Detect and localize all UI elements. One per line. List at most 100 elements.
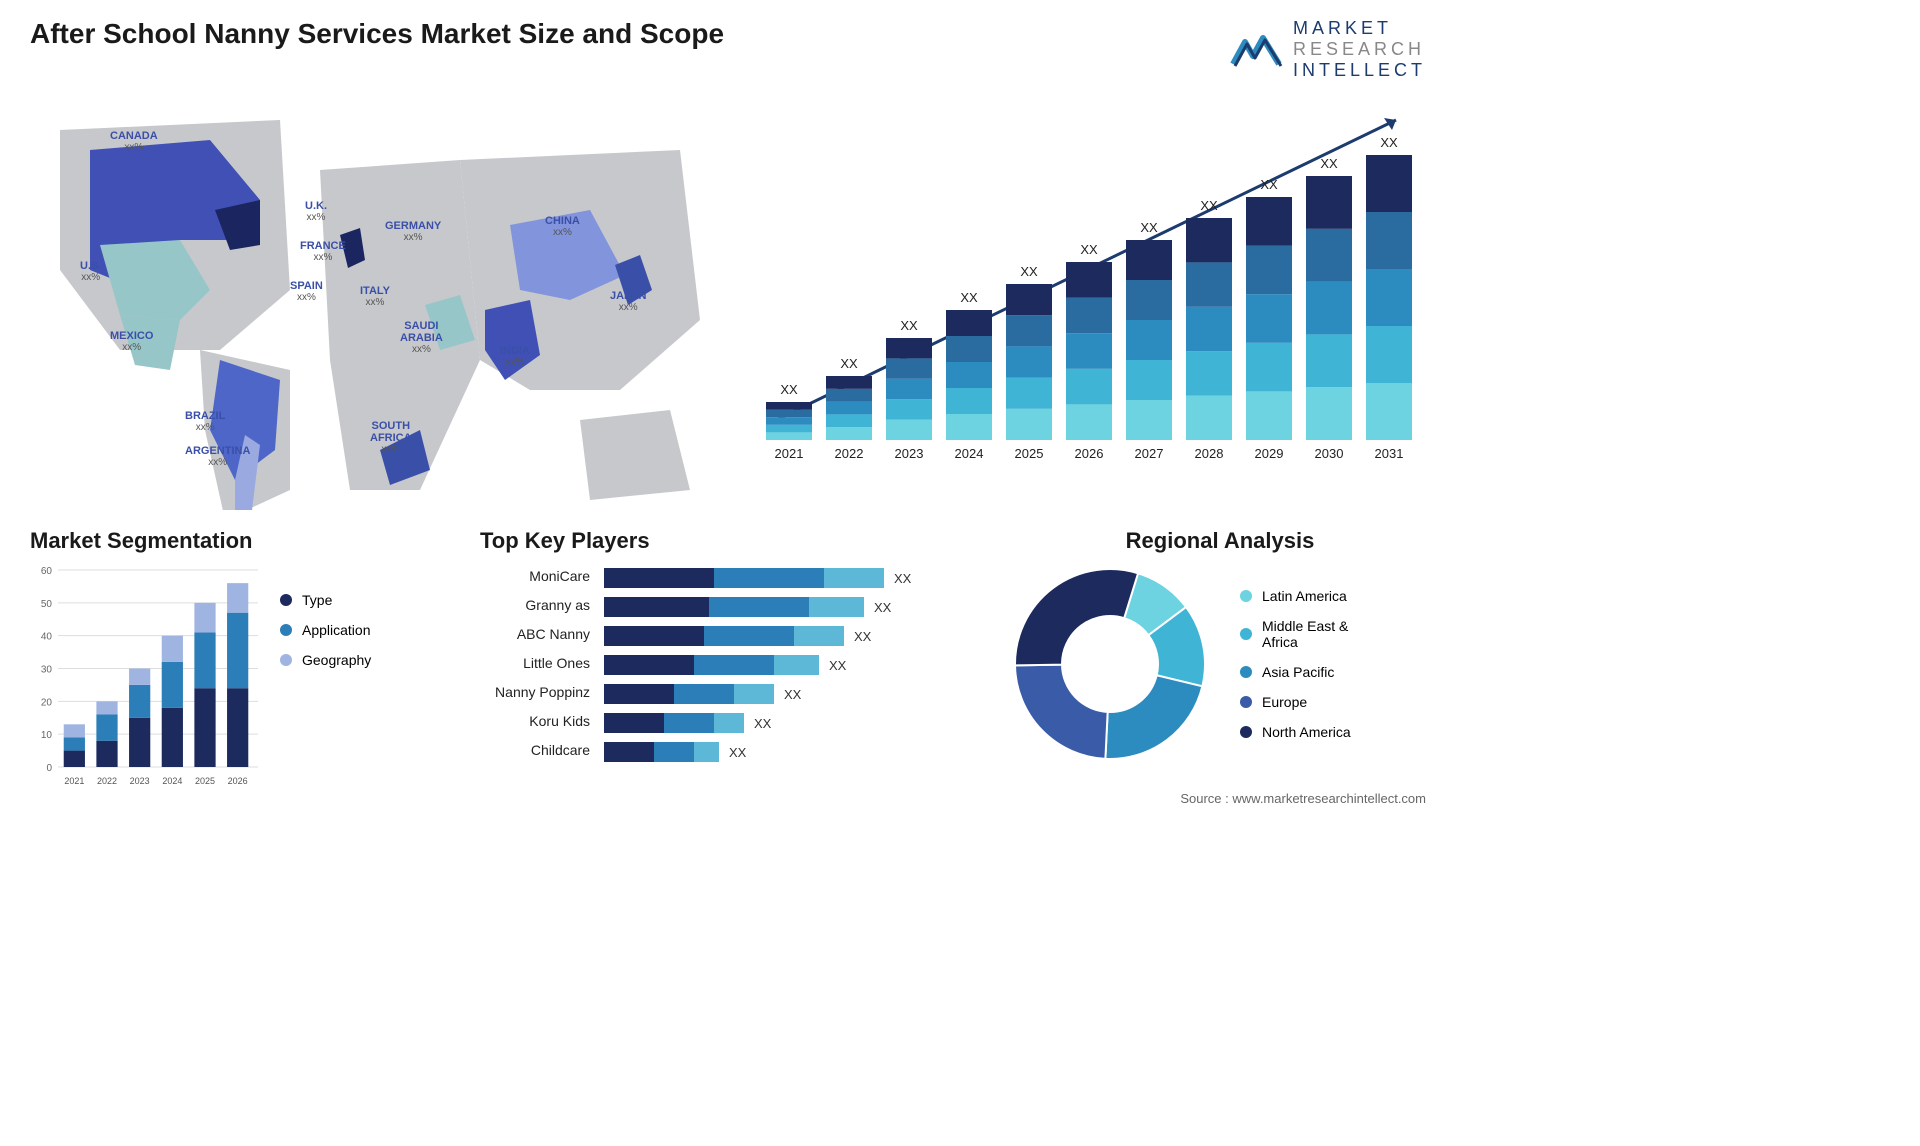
legend-dot bbox=[1240, 726, 1252, 738]
svg-text:XX: XX bbox=[900, 318, 918, 333]
svg-text:XX: XX bbox=[1200, 198, 1218, 213]
players-section: Top Key Players MoniCareGranny asABC Nan… bbox=[480, 528, 980, 762]
svg-text:2025: 2025 bbox=[195, 776, 215, 786]
player-label: Nanny Poppinz bbox=[480, 684, 590, 704]
legend-dot bbox=[1240, 666, 1252, 678]
regional-title: Regional Analysis bbox=[1010, 528, 1430, 554]
player-bar-segment bbox=[809, 597, 864, 617]
player-bar-segment bbox=[654, 742, 694, 762]
players-title: Top Key Players bbox=[480, 528, 980, 554]
player-bar-segment bbox=[714, 568, 824, 588]
svg-text:2021: 2021 bbox=[775, 446, 804, 461]
player-value: XX bbox=[784, 687, 801, 702]
svg-text:0: 0 bbox=[46, 763, 52, 774]
svg-text:2026: 2026 bbox=[228, 776, 248, 786]
player-label: Granny as bbox=[480, 597, 590, 617]
growth-chart: XX2021XX2022XX2023XX2024XX2025XX2026XX20… bbox=[746, 100, 1426, 480]
player-value: XX bbox=[874, 600, 891, 615]
svg-text:60: 60 bbox=[41, 566, 53, 577]
growth-chart-svg: XX2021XX2022XX2023XX2024XX2025XX2026XX20… bbox=[746, 100, 1426, 480]
map-label: SOUTHAFRICAxx% bbox=[370, 420, 412, 455]
map-label: MEXICOxx% bbox=[110, 330, 153, 353]
logo-line1: MARKET bbox=[1293, 18, 1426, 39]
map-label: ARGENTINAxx% bbox=[185, 445, 250, 468]
player-value: XX bbox=[894, 571, 911, 586]
legend-dot bbox=[280, 624, 292, 636]
map-label: SPAINxx% bbox=[290, 280, 323, 303]
player-bar bbox=[604, 568, 884, 588]
svg-text:2031: 2031 bbox=[1375, 446, 1404, 461]
svg-text:XX: XX bbox=[1380, 135, 1398, 150]
player-bar-segment bbox=[604, 742, 654, 762]
map-label: JAPANxx% bbox=[610, 290, 646, 313]
map-label: CHINAxx% bbox=[545, 215, 580, 238]
player-bar-row: XX bbox=[604, 713, 980, 733]
player-label: Childcare bbox=[480, 742, 590, 762]
player-bar-segment bbox=[694, 742, 719, 762]
map-label: CANADAxx% bbox=[110, 130, 158, 153]
legend-dot bbox=[1240, 628, 1252, 640]
svg-text:2030: 2030 bbox=[1315, 446, 1344, 461]
regional-legend-item: Latin America bbox=[1240, 588, 1351, 604]
regional-legend-item: North America bbox=[1240, 724, 1351, 740]
player-bar-segment bbox=[714, 713, 744, 733]
player-bar bbox=[604, 742, 719, 762]
svg-text:2023: 2023 bbox=[130, 776, 150, 786]
legend-label: Middle East &Africa bbox=[1262, 618, 1348, 650]
donut-chart bbox=[1010, 564, 1210, 764]
legend-label: Geography bbox=[302, 652, 371, 668]
legend-dot bbox=[1240, 590, 1252, 602]
segmentation-title: Market Segmentation bbox=[30, 528, 460, 554]
map-label: FRANCExx% bbox=[300, 240, 346, 263]
svg-text:50: 50 bbox=[41, 599, 53, 610]
segmentation-legend-item: Application bbox=[280, 622, 371, 638]
player-bar bbox=[604, 684, 774, 704]
svg-text:XX: XX bbox=[960, 290, 978, 305]
logo-icon bbox=[1229, 28, 1283, 72]
svg-text:2022: 2022 bbox=[97, 776, 117, 786]
map-label: SAUDIARABIAxx% bbox=[400, 320, 443, 355]
player-bar-segment bbox=[604, 713, 664, 733]
svg-text:2024: 2024 bbox=[162, 776, 182, 786]
world-map: CANADAxx%U.S.xx%MEXICOxx%BRAZILxx%ARGENT… bbox=[30, 90, 710, 510]
svg-text:XX: XX bbox=[1020, 264, 1038, 279]
legend-label: Asia Pacific bbox=[1262, 664, 1334, 680]
player-bar bbox=[604, 597, 864, 617]
player-bar-segment bbox=[604, 626, 704, 646]
svg-text:2023: 2023 bbox=[895, 446, 924, 461]
svg-text:XX: XX bbox=[840, 356, 858, 371]
svg-text:2027: 2027 bbox=[1135, 446, 1164, 461]
regional-section: Regional Analysis Latin America Middle Ea… bbox=[1010, 528, 1430, 764]
map-label: U.K.xx% bbox=[305, 200, 327, 223]
player-bar-segment bbox=[604, 568, 714, 588]
legend-dot bbox=[1240, 696, 1252, 708]
donut-svg bbox=[1010, 564, 1210, 764]
svg-text:2025: 2025 bbox=[1015, 446, 1044, 461]
svg-text:20: 20 bbox=[41, 697, 53, 708]
map-label: GERMANYxx% bbox=[385, 220, 441, 243]
legend-dot bbox=[280, 594, 292, 606]
svg-text:2029: 2029 bbox=[1255, 446, 1284, 461]
brand-logo: MARKET RESEARCH INTELLECT bbox=[1229, 18, 1426, 81]
player-bar-row: XX bbox=[604, 684, 980, 704]
regional-legend: Latin America Middle East &Africa Asia Pac… bbox=[1240, 588, 1351, 740]
player-label: MoniCare bbox=[480, 568, 590, 588]
segmentation-legend-item: Geography bbox=[280, 652, 371, 668]
player-bar bbox=[604, 713, 744, 733]
logo-line2: RESEARCH bbox=[1293, 39, 1426, 60]
legend-label: Application bbox=[302, 622, 371, 638]
player-bar-segment bbox=[604, 597, 709, 617]
logo-line3: INTELLECT bbox=[1293, 60, 1426, 81]
svg-text:2021: 2021 bbox=[64, 776, 84, 786]
players-bars: XXXXXXXXXXXXXX bbox=[604, 568, 980, 762]
legend-dot bbox=[280, 654, 292, 666]
segmentation-svg: 0102030405060202120222023202420252026 bbox=[30, 562, 260, 792]
segmentation-section: Market Segmentation 01020304050602021202… bbox=[30, 528, 460, 792]
player-value: XX bbox=[829, 658, 846, 673]
svg-text:XX: XX bbox=[1260, 177, 1278, 192]
player-label: Little Ones bbox=[480, 655, 590, 675]
svg-text:XX: XX bbox=[1140, 220, 1158, 235]
svg-text:10: 10 bbox=[41, 730, 53, 741]
map-label: INDIAxx% bbox=[500, 345, 530, 368]
map-label: ITALYxx% bbox=[360, 285, 390, 308]
